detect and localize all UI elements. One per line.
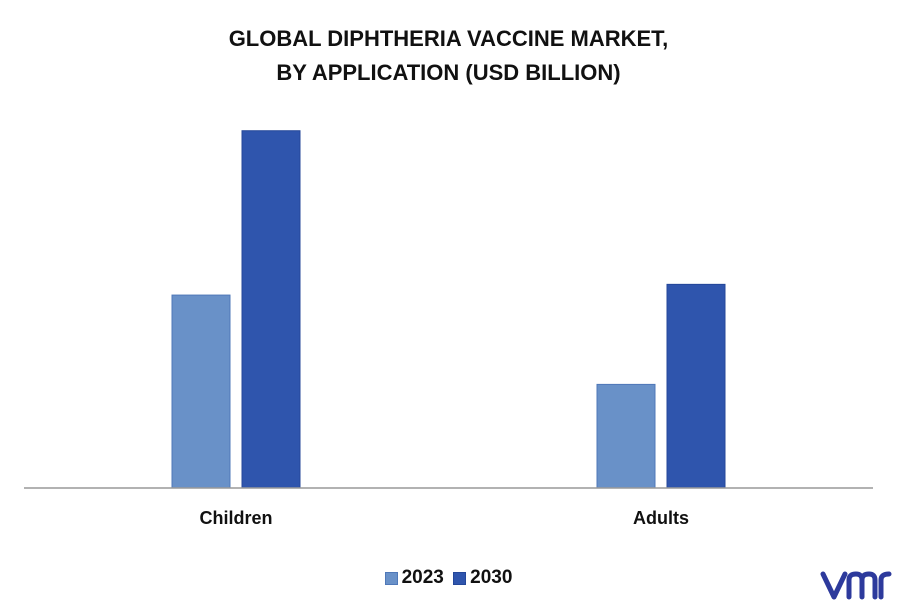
legend-item-2023: 2023	[384, 567, 444, 589]
category-label-adults: Adults	[633, 508, 689, 528]
legend-label-2030: 2030	[470, 567, 513, 588]
legend-swatch-2030	[453, 571, 467, 585]
legend-item-2030: 2030	[453, 567, 512, 589]
category-label-children: Children	[199, 508, 272, 528]
title-line-2: BY APPLICATION (USD BILLION)	[276, 60, 621, 85]
chart-title: GLOBAL DIPHTHERIA VACCINE MARKET, BY APP…	[0, 22, 897, 90]
bar-children-2030	[241, 130, 301, 489]
bar-adults-2023	[596, 383, 656, 489]
vmr-logo-icon	[820, 571, 892, 600]
bar-children-2023	[171, 294, 231, 489]
bar-adults-2030	[666, 283, 726, 489]
legend: 2023 2030	[0, 567, 897, 591]
legend-label-2023: 2023	[401, 567, 444, 588]
title-line-1: GLOBAL DIPHTHERIA VACCINE MARKET,	[228, 26, 669, 51]
legend-swatch-2023	[384, 571, 398, 585]
